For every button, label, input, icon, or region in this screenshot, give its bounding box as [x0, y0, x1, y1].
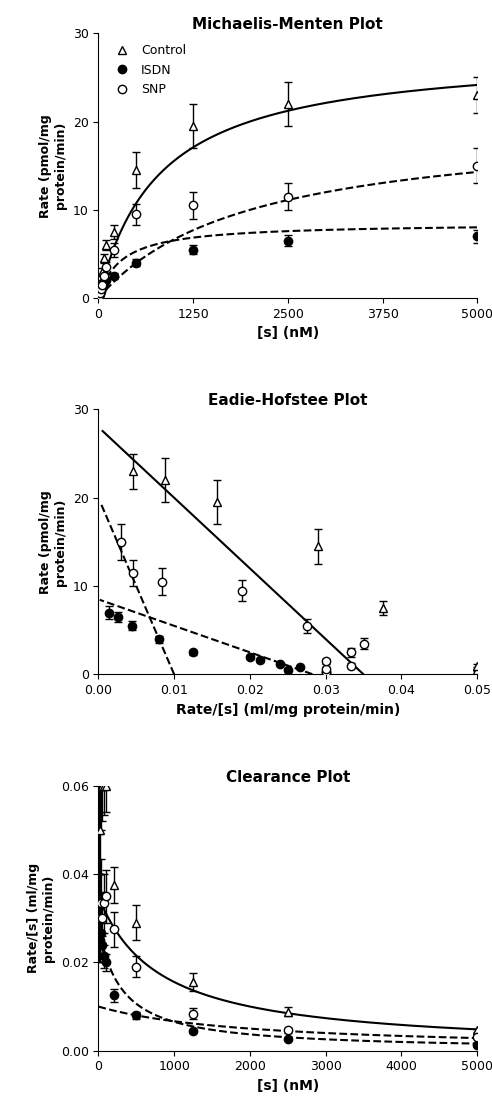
Y-axis label: Rate (pmol/mg
protein/min): Rate (pmol/mg protein/min): [39, 490, 67, 594]
Title: Clearance Plot: Clearance Plot: [226, 770, 350, 784]
X-axis label: Rate/[s] (ml/mg protein/min): Rate/[s] (ml/mg protein/min): [176, 702, 400, 717]
X-axis label: [s] (nM): [s] (nM): [257, 1079, 319, 1093]
Y-axis label: Rate/[s] (ml/mg
protein/min): Rate/[s] (ml/mg protein/min): [27, 863, 55, 973]
Title: Eadie-Hofstee Plot: Eadie-Hofstee Plot: [208, 394, 368, 408]
Legend: Control, ISDN, SNP: Control, ISDN, SNP: [105, 40, 191, 101]
X-axis label: [s] (nM): [s] (nM): [257, 326, 319, 341]
Y-axis label: Rate (pmol/mg
protein/min): Rate (pmol/mg protein/min): [39, 114, 67, 218]
Title: Michaelis-Menten Plot: Michaelis-Menten Plot: [192, 17, 383, 32]
